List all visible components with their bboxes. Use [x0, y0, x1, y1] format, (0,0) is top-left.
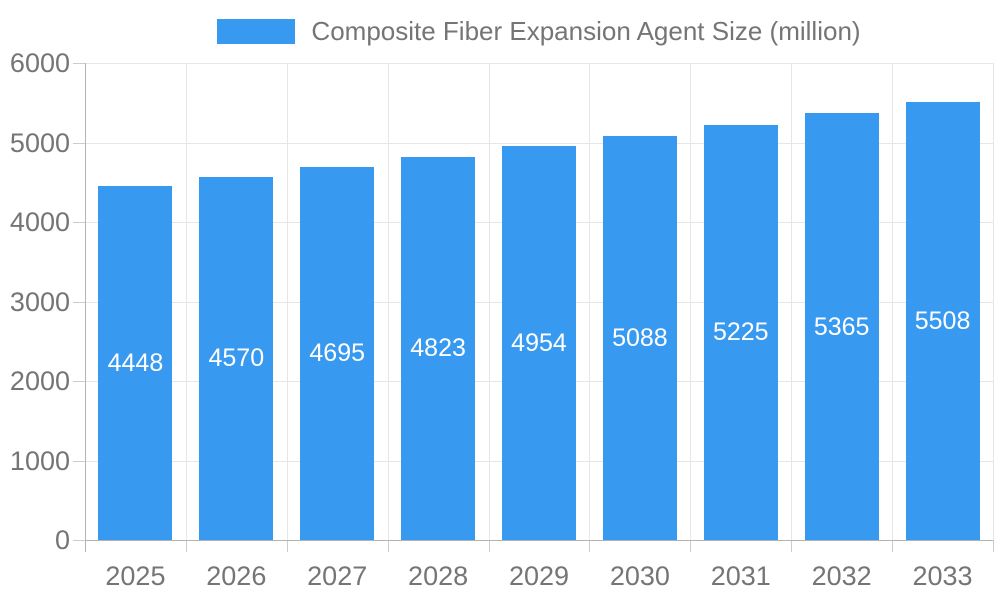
y-axis-tick: [73, 222, 85, 223]
x-axis-tick-label: 2033: [912, 561, 973, 591]
y-axis-tick-label: 1000: [9, 445, 70, 476]
x-gridline: [286, 63, 288, 540]
x-axis-tick-label: 2027: [307, 561, 368, 591]
y-axis-tick: [73, 540, 85, 541]
y-gridline: [85, 142, 993, 144]
y-axis-tick-label: 5000: [9, 127, 70, 158]
bar: [98, 186, 173, 540]
x-axis-tick: [286, 540, 288, 552]
bar-value-label: 4448: [107, 349, 164, 378]
bar-value-label: 5225: [712, 318, 769, 347]
x-gridline: [892, 63, 894, 540]
x-axis-tick-label: 2026: [206, 561, 267, 591]
x-axis-tick: [791, 540, 793, 552]
x-axis-tick: [993, 540, 994, 552]
bar-value-label: 4823: [410, 334, 466, 363]
bar: [804, 113, 879, 540]
bar: [602, 135, 677, 540]
x-axis-tick-label: 2030: [609, 561, 670, 591]
x-axis-tick: [488, 540, 490, 552]
y-gridline: [85, 63, 993, 64]
bar-value-label: 5508: [914, 307, 971, 336]
x-axis-tick: [387, 540, 389, 552]
bar: [401, 156, 476, 540]
y-axis-tick-label: 3000: [9, 286, 70, 317]
y-axis-line: [85, 63, 86, 552]
legend-label: Composite Fiber Expansion Agent Size (mi…: [311, 15, 861, 46]
x-gridline: [993, 63, 994, 540]
x-gridline: [791, 63, 793, 540]
bar: [502, 146, 576, 540]
y-axis-tick: [73, 142, 85, 144]
x-axis-tick-label: 2028: [408, 561, 469, 591]
x-gridline: [488, 63, 490, 540]
y-axis-tick-label: 4000: [9, 207, 70, 237]
x-axis-baseline: [85, 540, 993, 541]
bar-value-label: 5365: [813, 312, 870, 341]
y-axis-tick-label: 0: [54, 525, 70, 555]
legend-swatch: [217, 18, 296, 44]
x-axis-tick: [589, 540, 591, 552]
bar-value-label: 4954: [511, 329, 567, 358]
y-axis-tick: [73, 460, 85, 462]
bar: [300, 166, 375, 540]
x-axis-tick-label: 2032: [811, 561, 872, 591]
bar: [199, 176, 274, 540]
y-axis-tick: [73, 381, 85, 382]
x-gridline: [589, 63, 591, 540]
x-gridline: [387, 63, 389, 540]
x-axis-tick: [690, 540, 692, 552]
y-axis-tick: [73, 63, 85, 64]
bar: [703, 124, 778, 540]
x-axis-tick: [892, 540, 894, 552]
y-axis-tick: [73, 301, 85, 303]
legend: Composite Fiber Expansion Agent Size (mi…: [85, 14, 993, 48]
bar-value-label: 4695: [309, 339, 366, 368]
x-gridline: [185, 63, 187, 540]
x-axis-tick-label: 2025: [105, 561, 166, 591]
bar-value-label: 4570: [208, 344, 265, 373]
bar: [905, 102, 980, 540]
y-axis-tick-label: 2000: [9, 366, 70, 396]
x-axis-tick-label: 2029: [508, 561, 570, 591]
x-axis-tick-label: 2031: [710, 561, 771, 591]
bar-value-label: 5088: [612, 323, 668, 352]
x-axis-tick: [185, 540, 187, 552]
y-axis-tick-label: 6000: [9, 48, 70, 78]
x-gridline: [690, 63, 692, 540]
